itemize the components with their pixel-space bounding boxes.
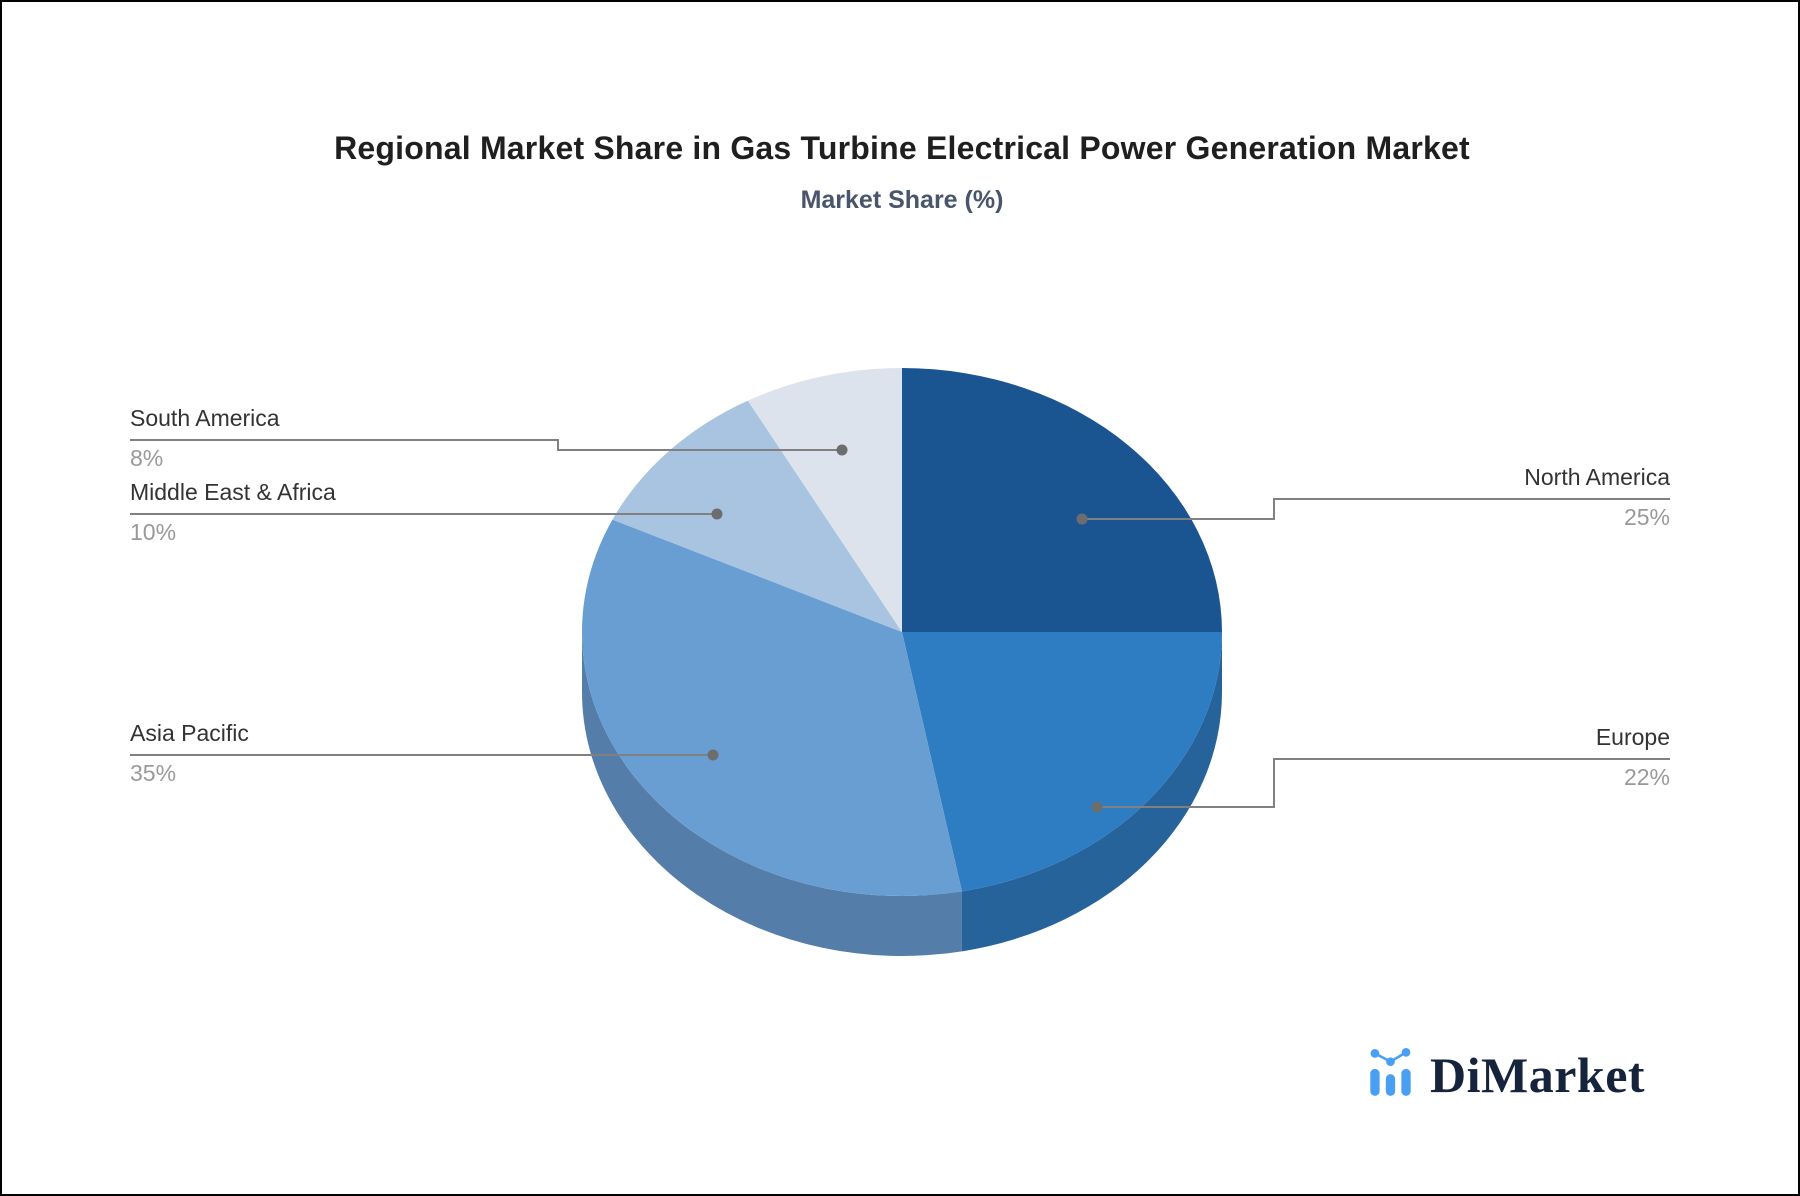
pie-side-asia-pacific [582,632,962,956]
slice-name: Europe [1595,724,1670,750]
slice-value: 25% [1623,504,1670,530]
slice-label-north-america: North America 25% [1170,464,1670,531]
leader-dot-middle-east-africa [711,508,723,520]
bar-chart-trend-icon [1370,1048,1411,1096]
chart-title: Regional Market Share in Gas Turbine Ele… [334,130,1470,166]
logo-bar-1 [1370,1068,1380,1096]
leader-dot-north-america [1076,513,1088,525]
slice-value: 10% [130,519,177,545]
logo-trend-dot-3 [1401,1048,1411,1057]
logo-bar-2 [1385,1074,1396,1096]
slice-label-middle-east-africa: Middle East & Africa 10% [130,479,336,546]
leader-dot-south-america [836,444,848,456]
slice-label-south-america: South America 8% [130,405,280,472]
leader-line-south-america [130,439,842,451]
logo-bar-3 [1401,1068,1411,1096]
slice-value: 8% [130,445,164,471]
pie-slice-south-america[interactable] [747,368,902,632]
slice-name: South America [130,405,280,431]
slice-label-asia-pacific: Asia Pacific 35% [130,720,249,787]
leader-line-europe [1097,758,1670,808]
dimarket-logo[interactable]: DiMarket [1362,1040,1645,1100]
slice-value: 35% [130,760,177,786]
slice-name: Middle East & Africa [130,479,336,505]
chart-subtitle: Market Share (%) [800,186,1004,214]
slice-value: 22% [1623,764,1670,790]
pie-side-europe [961,632,1222,952]
pie-slice-asia-pacific[interactable] [582,519,962,897]
leader-dot-asia-pacific [707,749,719,761]
leader-dot-europe [1091,801,1103,813]
logo-trend-dot-1 [1370,1049,1380,1058]
pie-slice-north-america[interactable] [902,368,1222,632]
slice-name: Asia Pacific [130,720,249,746]
leader-line-north-america [1082,498,1670,520]
pie-slice-middle-east-africa[interactable] [612,400,902,632]
logo-trend-dot-2 [1386,1057,1395,1067]
slice-name: North America [1524,464,1670,490]
pie-slice-europe[interactable] [902,632,1222,892]
logo-text: DiMarket [1430,1047,1646,1103]
slice-label-europe: Europe 22% [1170,724,1670,791]
